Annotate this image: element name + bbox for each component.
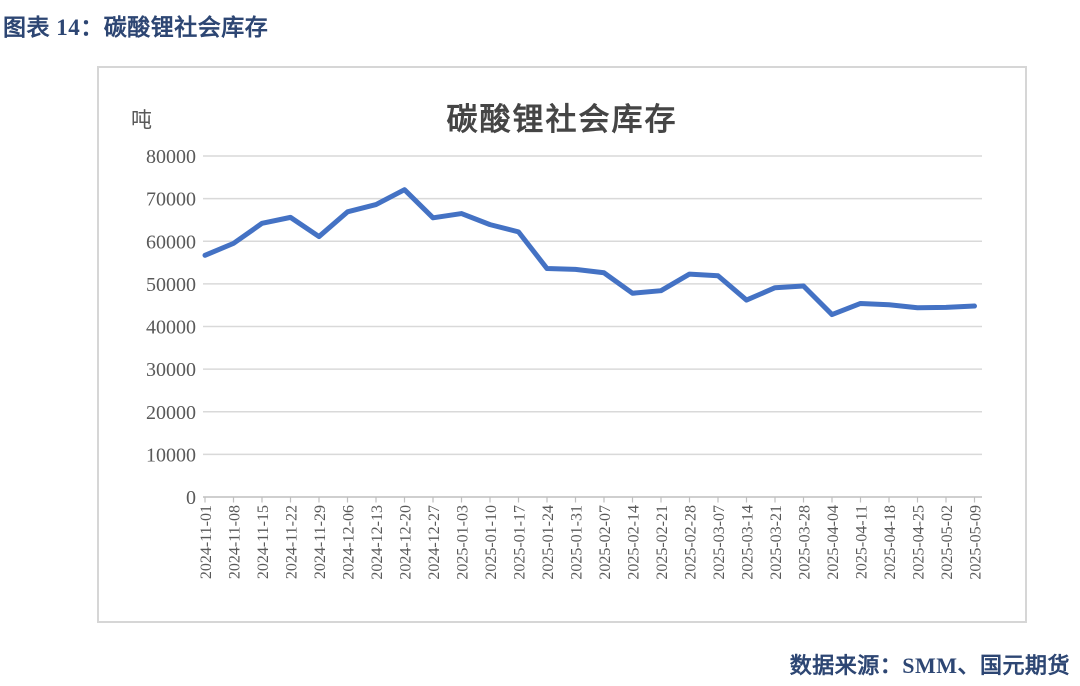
x-tick-label: 2024-12-06 [341,505,358,580]
x-tick-label: 2025-02-21 [654,505,671,580]
x-tick-label: 2025-02-28 [683,505,700,580]
y-tick-label: 50000 [146,274,196,296]
x-tick-label: 2025-03-21 [768,505,785,580]
x-tick-label: 2024-12-20 [398,505,415,580]
y-tick-label: 70000 [146,189,196,211]
x-tick-label: 2024-11-22 [284,505,301,579]
x-tick-label: 2025-01-03 [455,505,472,580]
y-tick-label: 80000 [146,146,196,168]
series-line [202,187,977,318]
x-tick-label: 2025-05-02 [939,505,956,580]
y-tick-label: 0 [186,487,196,509]
x-tick-label: 2024-11-08 [227,505,244,579]
data-source: 数据来源：SMM、国元期货 [789,653,1070,678]
x-tick-label: 2025-04-25 [911,505,928,580]
y-tick-label: 30000 [146,359,196,381]
figure-caption: 图表 14：碳酸锂社会库存 [3,15,269,40]
x-tick-label: 2024-11-29 [312,505,329,579]
chart-container: 0 10000 20000 30000 40000 50000 60000 70000 8000… [97,66,1027,623]
x-tick-label: 2025-01-24 [540,505,557,580]
y-tick-label: 40000 [146,317,196,339]
y-axis-unit-label: 吨 [131,108,152,132]
x-tick-label: 2024-12-13 [369,505,386,580]
x-tick-label: 2025-01-17 [512,505,529,580]
x-tick-label: 2025-02-14 [626,505,643,580]
x-tick-label: 2025-04-04 [825,505,842,580]
x-tick-label: 2024-11-01 [198,505,215,579]
x-tick-label: 2025-01-31 [569,505,586,580]
y-tick-label: 20000 [146,402,196,424]
x-tick-label: 2025-04-18 [882,505,899,580]
line-chart: 0 10000 20000 30000 40000 50000 60000 70000 8000… [131,102,985,580]
x-tick-label: 2025-02-07 [597,505,614,580]
y-tick-label: 60000 [146,231,196,253]
x-tick-label: 2025-03-14 [740,505,757,580]
x-tick-label: 2024-11-15 [255,505,272,579]
x-tick-label: 2025-03-07 [711,505,728,580]
x-tick-label: 2025-01-10 [483,505,500,580]
x-tick-label: 2025-03-28 [797,505,814,580]
x-tick-label: 2025-04-11 [854,505,871,579]
y-tick-label: 10000 [146,444,196,466]
plot-area: 0 10000 20000 30000 40000 50000 60000 70000 8000… [146,146,985,580]
x-tick-label: 2025-05-09 [968,505,985,580]
x-tick-label: 2024-12-27 [426,505,443,580]
chart-title: 碳酸锂社会库存 [447,102,678,137]
